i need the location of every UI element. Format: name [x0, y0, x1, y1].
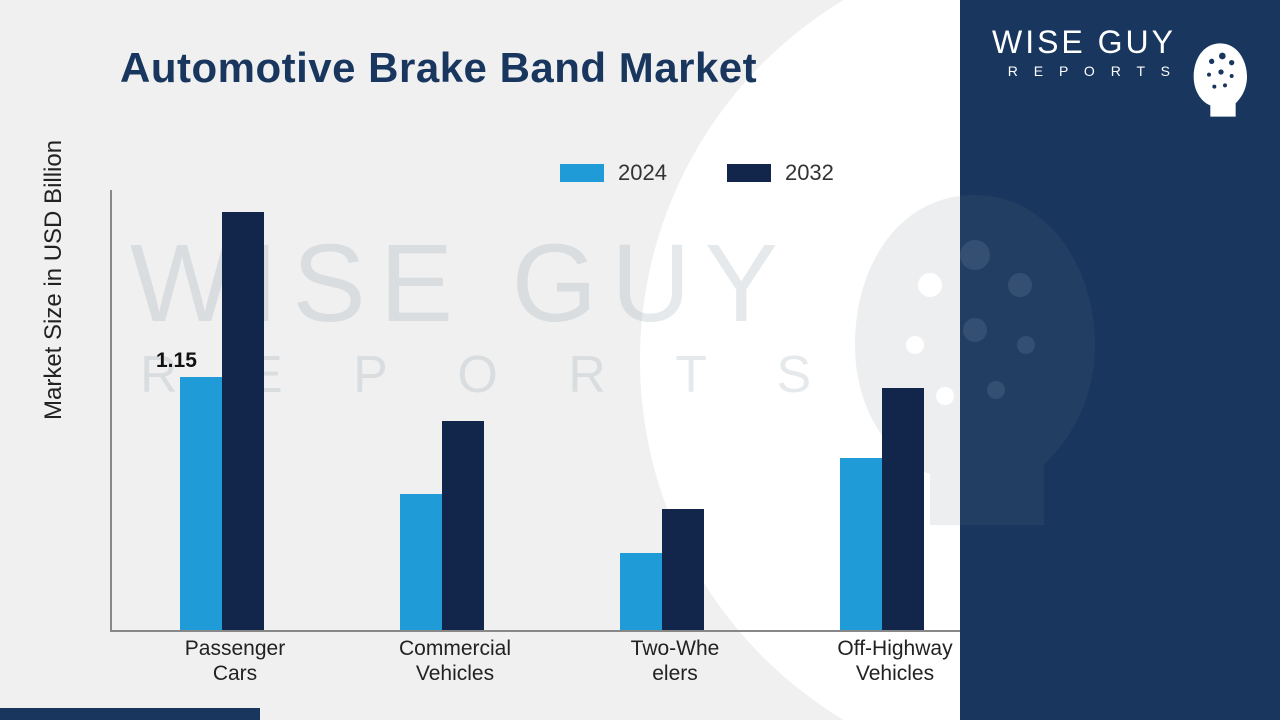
bar-group: [370, 190, 540, 630]
brand-name: WISE GUY: [992, 24, 1176, 61]
bar-value-label: 1.15: [156, 349, 197, 373]
legend-item-2032: 2032: [727, 160, 834, 186]
bar-group: 1.15: [150, 190, 320, 630]
bar-2024: [840, 458, 882, 630]
category-label: Off-HighwayVehicles: [810, 636, 980, 686]
bar-2032: [662, 509, 704, 630]
category-label: CommercialVehicles: [370, 636, 540, 686]
bar-2032: [882, 388, 924, 630]
legend-swatch-2024: [560, 164, 604, 182]
bar-2032: [222, 212, 264, 630]
bar-group: [810, 190, 980, 630]
legend-label-2024: 2024: [618, 160, 667, 186]
y-axis: [110, 190, 112, 630]
chart-card: WISE GUY R E P O R T S Automotive Brake …: [0, 0, 1280, 720]
bar-2024: [400, 494, 442, 630]
brand-logo: WISE GUY R E P O R T S: [992, 24, 1252, 79]
bar-2032: [442, 421, 484, 630]
bar-group: [590, 190, 760, 630]
legend-label-2032: 2032: [785, 160, 834, 186]
bar-2024: [620, 553, 662, 630]
x-axis: [110, 630, 960, 632]
legend-item-2024: 2024: [560, 160, 667, 186]
brand-sub: R E P O R T S: [992, 63, 1176, 79]
legend-swatch-2032: [727, 164, 771, 182]
y-axis-label: Market Size in USD Billion: [40, 140, 68, 420]
legend: 2024 2032: [560, 160, 834, 186]
category-label: PassengerCars: [150, 636, 320, 686]
chart-area: 1.15 PassengerCarsCommercialVehiclesTwo-…: [110, 190, 960, 650]
bottom-accent-bar: [0, 708, 260, 720]
bar-2024: [180, 377, 222, 630]
category-label: Two-Wheelers: [590, 636, 760, 686]
chart-title: Automotive Brake Band Market: [120, 44, 757, 92]
